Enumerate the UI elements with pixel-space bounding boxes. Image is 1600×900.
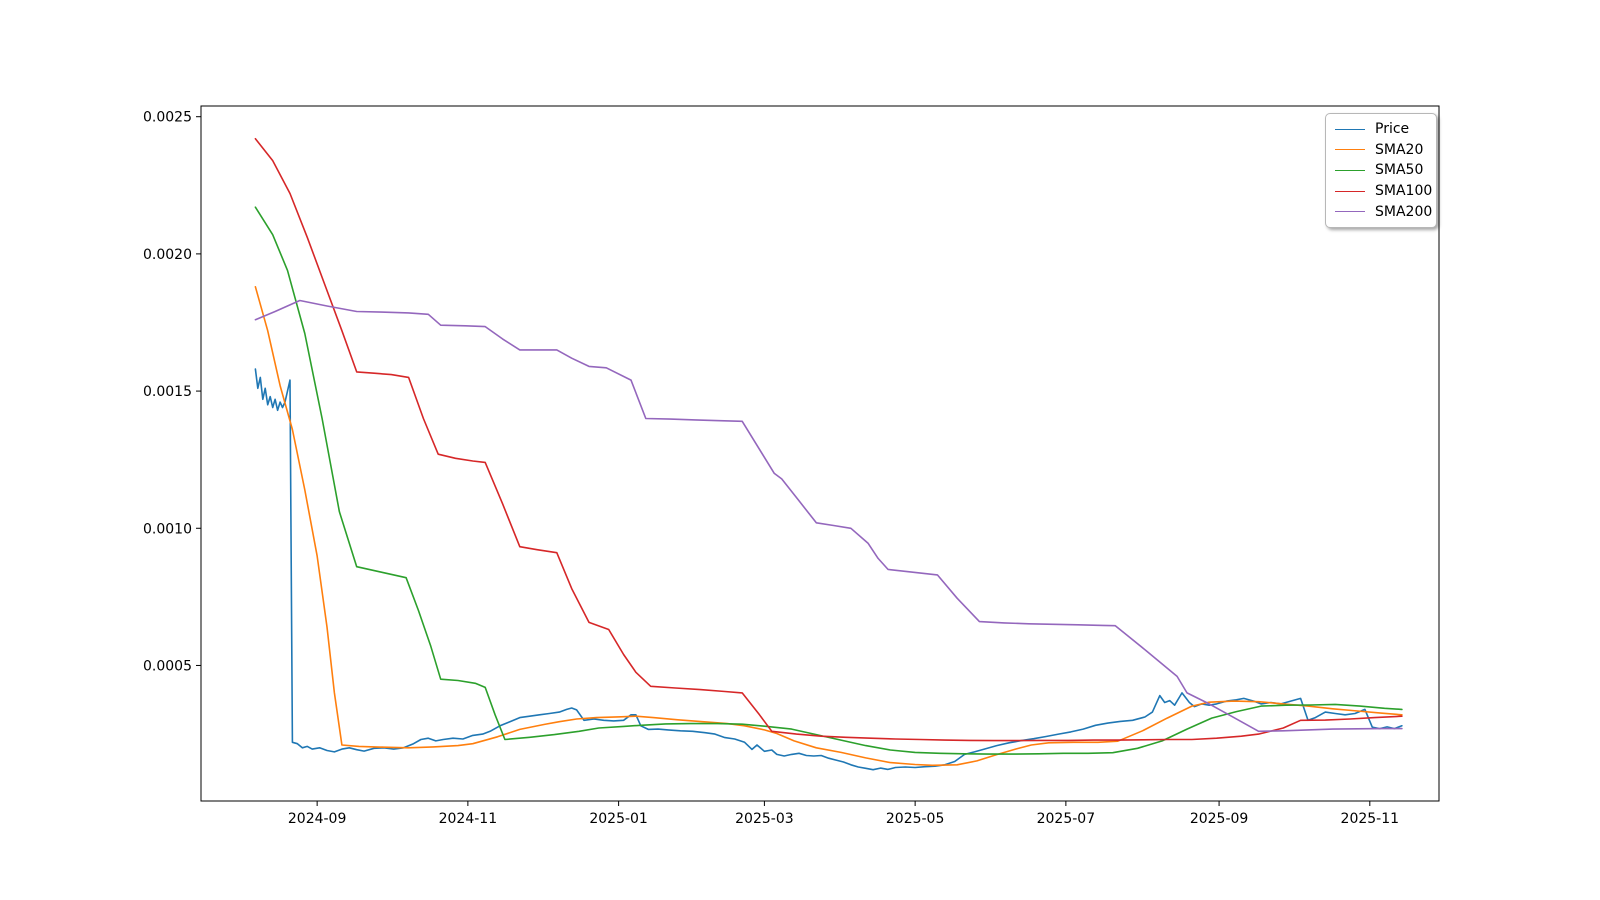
legend-entry: SMA20 xyxy=(1335,140,1428,161)
legend-line-swatch xyxy=(1335,211,1365,213)
y-tick-label: 0.0015 xyxy=(143,384,192,400)
legend-line-swatch xyxy=(1335,149,1365,151)
y-tick-label: 0.0010 xyxy=(143,521,192,537)
x-tick-label: 2025-09 xyxy=(1190,811,1249,827)
y-tick-label: 0.0025 xyxy=(143,110,192,126)
series-line-sma100 xyxy=(254,137,1403,742)
x-tick-label: 2025-05 xyxy=(886,811,945,827)
legend-entry: SMA50 xyxy=(1335,160,1428,181)
series-line-sma50 xyxy=(254,206,1403,755)
y-tick-label: 0.0020 xyxy=(143,247,192,263)
legend-label: Price xyxy=(1375,121,1410,138)
x-tick-label: 2025-01 xyxy=(589,811,648,827)
plot-frame xyxy=(200,105,1440,802)
x-tick-label: 2024-09 xyxy=(288,811,347,827)
series-line-sma200 xyxy=(254,299,1403,733)
series-line-sma20 xyxy=(254,285,1403,767)
x-tick-label: 2025-03 xyxy=(735,811,794,827)
legend-label: SMA100 xyxy=(1375,183,1433,200)
x-tick-label: 2024-11 xyxy=(439,811,498,827)
legend-entry: SMA100 xyxy=(1335,181,1432,202)
legend-entry: Price xyxy=(1335,119,1428,140)
legend-line-swatch xyxy=(1335,128,1365,130)
legend-label: SMA50 xyxy=(1375,162,1424,179)
legend-line-swatch xyxy=(1335,190,1365,192)
legend-label: SMA20 xyxy=(1375,141,1424,158)
legend-label: SMA200 xyxy=(1375,203,1433,220)
x-tick-label: 2025-11 xyxy=(1341,811,1400,827)
legend: Price SMA20 SMA50 SMA100 SMA200 xyxy=(1325,113,1437,228)
series-line-price xyxy=(254,368,1403,771)
x-tick-label: 2025-07 xyxy=(1037,811,1096,827)
y-tick-label: 0.0005 xyxy=(143,658,192,674)
legend-line-swatch xyxy=(1335,169,1365,171)
legend-entry: SMA200 xyxy=(1335,201,1432,222)
